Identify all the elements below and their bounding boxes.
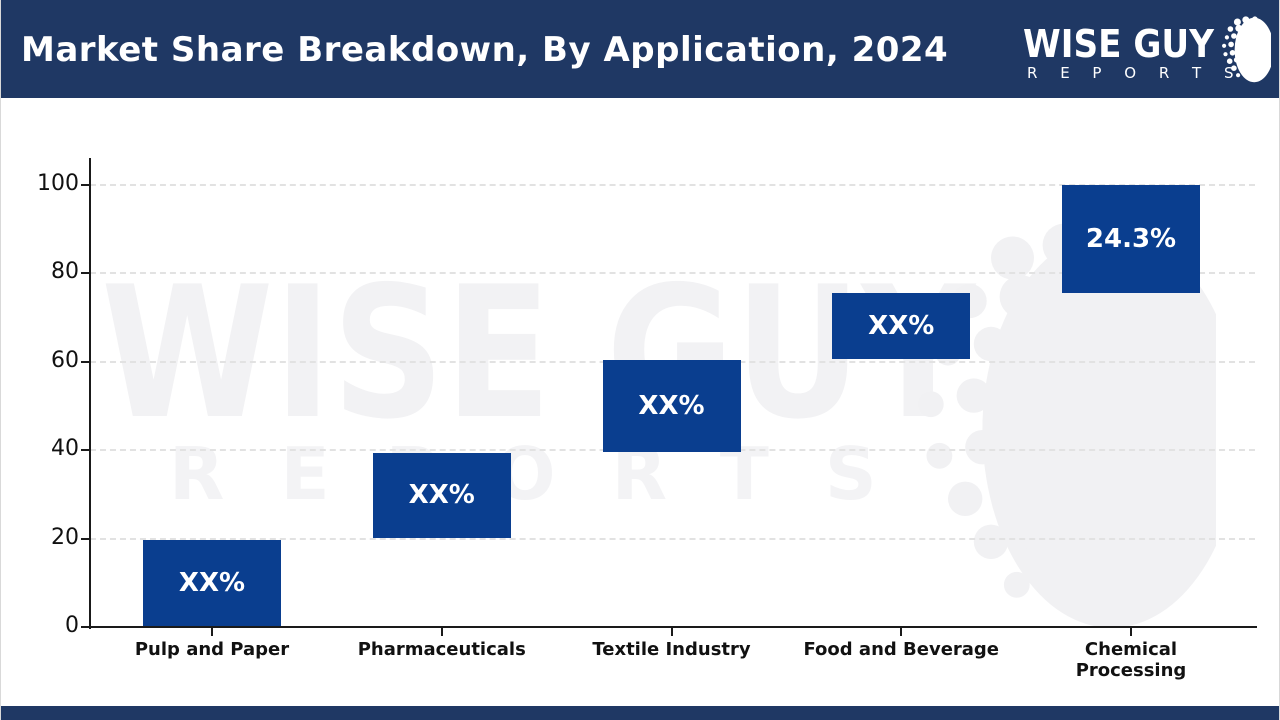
logo-head-dots-icon [1222,16,1271,83]
y-tick-mark [81,272,89,275]
bar-value-label: XX% [638,391,705,422]
y-tick-mark [81,626,89,628]
gridline [90,184,1255,186]
bar-value-label: XX% [178,568,246,599]
y-tick-label: 80 [51,259,79,285]
x-tick-label: Chemical Processing [1075,639,1187,681]
x-tick-mark [1130,628,1132,636]
bar-value-label: 24.3% [1085,224,1177,255]
y-tick-label: 40 [51,436,79,462]
x-tick-mark [211,628,213,636]
bar: XX% [602,360,741,453]
x-tick-label: Pulp and Paper [134,639,290,660]
bar: XX% [832,292,971,360]
x-axis-line [89,626,1257,628]
wise-guy-logo: WISE GUY R E P O R T S [1023,0,1273,98]
bar: 24.3% [1062,185,1200,293]
y-tick-mark [81,449,89,452]
y-tick-label: 100 [37,171,79,196]
y-tick-mark [81,537,89,540]
x-tick-mark [900,628,903,636]
x-tick-mark [440,628,443,636]
x-tick-label: Food and Beverage [803,639,1000,660]
y-tick-label: 20 [51,524,79,550]
bar-value-label: XX% [868,310,935,341]
x-tick-mark [670,628,673,636]
y-tick-mark [81,360,89,363]
watermark-wiseguy-text: WISE GUY [101,247,975,459]
y-tick-mark [81,184,89,186]
chart-title: Market Share Breakdown, By Application, … [21,30,949,70]
header-bar: Market Share Breakdown, By Application, … [1,0,1279,98]
y-tick-label: 0 [65,613,79,638]
logo-reports-text: R E P O R T S [1027,64,1243,82]
bar: XX% [372,452,511,539]
x-tick-label: Pharmaceuticals [357,639,526,660]
x-tick-label: Textile Industry [592,639,751,660]
footer-bar [1,706,1279,720]
bar-value-label: XX% [408,480,475,511]
gridline [90,272,1255,275]
gridline [90,537,1255,540]
y-tick-label: 60 [51,347,79,373]
bar: XX% [143,539,281,627]
logo-wiseguy-text: WISE GUY [1023,22,1214,66]
y-axis-line [89,158,91,629]
